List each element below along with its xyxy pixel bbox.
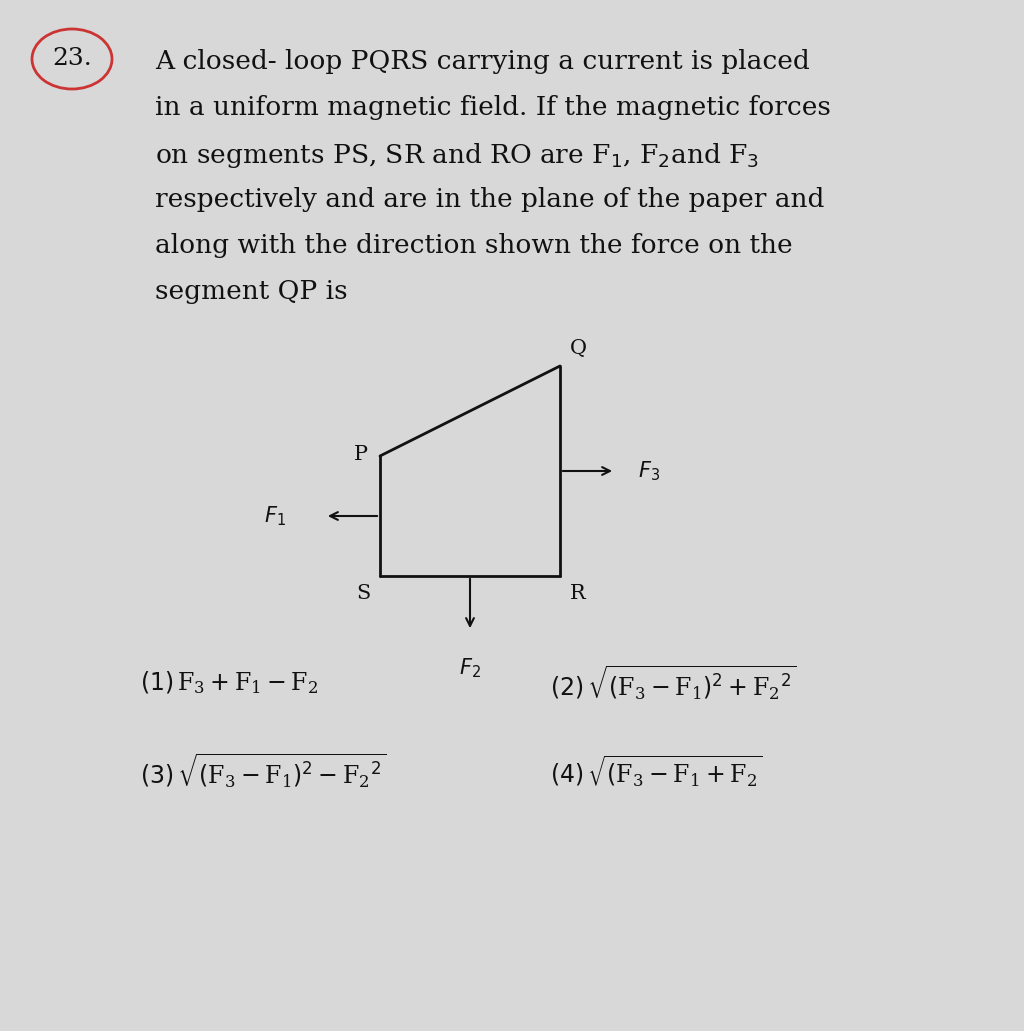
Text: R: R	[570, 584, 586, 603]
Text: segment QP is: segment QP is	[155, 279, 347, 304]
Text: Q: Q	[570, 339, 587, 358]
Text: on segments PS, SR and RO are F$_1$, F$_2$and F$_3$: on segments PS, SR and RO are F$_1$, F$_…	[155, 141, 759, 170]
Text: $(2)\,\sqrt{(\mathregular{F_3}-\mathregular{F_1})^2+\mathregular{F_2}^2}$: $(2)\,\sqrt{(\mathregular{F_3}-\mathregu…	[550, 663, 797, 702]
Text: along with the direction shown the force on the: along with the direction shown the force…	[155, 233, 793, 258]
Text: 23.: 23.	[52, 47, 92, 70]
Text: S: S	[355, 584, 370, 603]
Text: P: P	[354, 444, 368, 464]
Text: A closed- loop PQRS carrying a current is placed: A closed- loop PQRS carrying a current i…	[155, 49, 810, 74]
Text: $F_1$: $F_1$	[264, 504, 286, 528]
Text: $(3)\,\sqrt{(\mathregular{F_3}-\mathregular{F_1})^2-\mathregular{F_2}^2}$: $(3)\,\sqrt{(\mathregular{F_3}-\mathregu…	[140, 752, 386, 791]
Text: $F_3$: $F_3$	[638, 459, 660, 483]
Text: $(4)\,\sqrt{(\mathregular{F_3}-\mathregular{F_1}+\mathregular{F_2}}$: $(4)\,\sqrt{(\mathregular{F_3}-\mathregu…	[550, 754, 762, 789]
Text: in a uniform magnetic field. If the magnetic forces: in a uniform magnetic field. If the magn…	[155, 95, 830, 120]
Text: respectively and are in the plane of the paper and: respectively and are in the plane of the…	[155, 187, 824, 212]
Text: $F_2$: $F_2$	[459, 656, 481, 679]
Text: $(1)\,\mathregular{F_3} + \mathregular{F_1} - \mathregular{F_2}$: $(1)\,\mathregular{F_3} + \mathregular{F…	[140, 669, 318, 696]
